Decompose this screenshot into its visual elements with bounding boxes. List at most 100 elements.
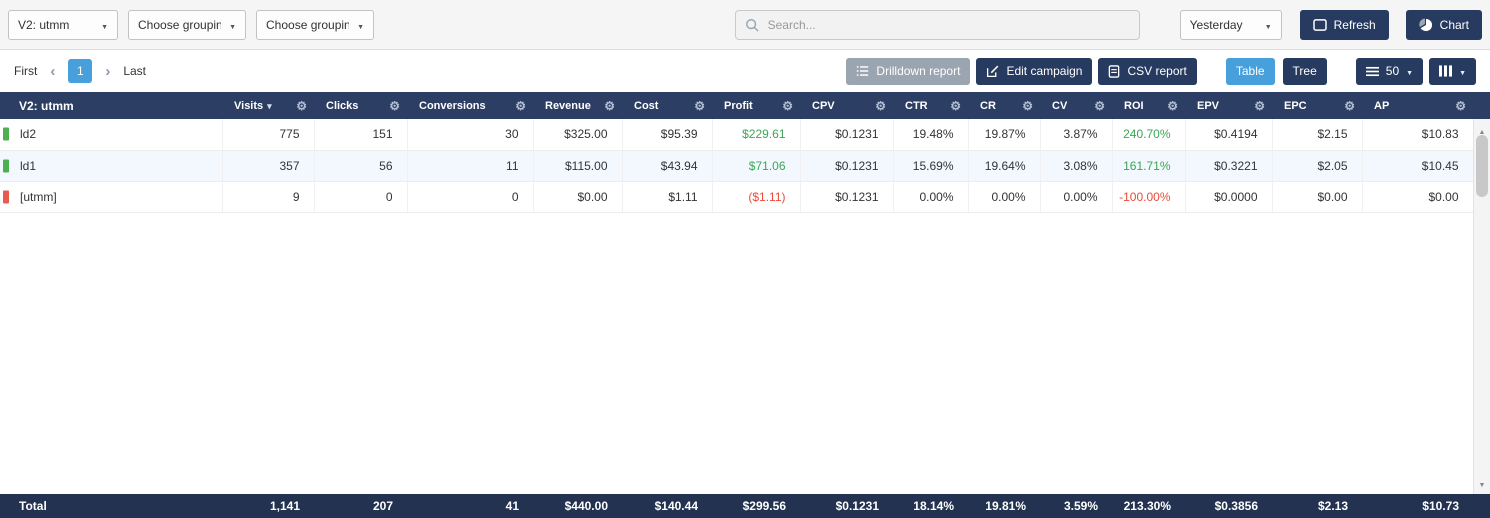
report-table: V2: utmm Visits Clicks Conversions R	[0, 92, 1474, 213]
total-cost: $140.44	[654, 499, 698, 513]
row-status-indicator	[3, 127, 9, 141]
vertical-scrollbar	[1473, 92, 1490, 494]
column-header-name[interactable]: V2: utmm	[0, 92, 222, 119]
rows-per-page-button[interactable]: 50	[1355, 57, 1424, 85]
row-cell: 0	[314, 181, 408, 213]
row-cell: 0	[407, 181, 534, 213]
row-cell: $0.0000	[1185, 181, 1273, 213]
column-label: EPC	[1284, 99, 1307, 112]
search-input[interactable]	[734, 9, 1140, 40]
column-header-profit[interactable]: Profit	[712, 92, 800, 119]
total-cv: 3.59%	[1063, 499, 1098, 513]
column-header-roi[interactable]: ROI	[1112, 92, 1185, 119]
campaign-select[interactable]: V2: utmm	[8, 9, 118, 40]
edit-campaign-button[interactable]: Edit campaign	[976, 57, 1093, 85]
next-page-icon[interactable]	[105, 64, 110, 79]
row-cell: $0.3221	[1185, 150, 1273, 182]
row-cell: 0.00%	[1040, 181, 1113, 213]
view-tree-label: Tree	[1292, 64, 1317, 78]
grouping-select-2-value: Choose grouping	[266, 17, 350, 32]
row-cell: $95.39	[622, 119, 713, 151]
row-status-indicator	[3, 159, 9, 172]
scrollbar-track[interactable]	[1473, 119, 1490, 494]
refresh-button[interactable]: Refresh	[1299, 9, 1389, 40]
column-header-visits[interactable]: Visits	[222, 92, 314, 119]
totals-table: Total 1,141 207 41 $440.00 $140.44 $299.…	[0, 494, 1473, 518]
column-header-cpv[interactable]: CPV	[800, 92, 893, 119]
table-row[interactable]: ld1 357 56 11 $115.00 $43.94 $71.06 $0.1…	[0, 150, 1474, 182]
column-label: Conversions	[419, 99, 486, 112]
row-cell: $10.83	[1362, 119, 1474, 151]
date-range-select[interactable]: Yesterday	[1179, 9, 1282, 40]
row-cell: $229.61	[712, 119, 801, 151]
column-header-revenue[interactable]: Revenue	[533, 92, 622, 119]
column-settings-gear-icon[interactable]	[1022, 99, 1033, 113]
columns-settings-button[interactable]	[1429, 57, 1476, 85]
column-header-cv[interactable]: CV	[1040, 92, 1112, 119]
total-ap: $10.73	[1422, 499, 1459, 513]
view-tree-button[interactable]: Tree	[1282, 57, 1327, 85]
column-settings-gear-icon[interactable]	[694, 99, 705, 113]
column-header-ap[interactable]: AP	[1362, 92, 1473, 119]
row-cell: $0.4194	[1185, 119, 1273, 151]
column-settings-gear-icon[interactable]	[1254, 99, 1265, 113]
column-settings-gear-icon[interactable]	[1455, 99, 1466, 113]
table-row[interactable]: ld2 775 151 30 $325.00 $95.39 $229.61 $0…	[0, 119, 1474, 151]
row-cell: 15.69%	[893, 150, 969, 182]
column-settings-gear-icon[interactable]	[1344, 99, 1355, 113]
column-settings-gear-icon[interactable]	[950, 99, 961, 113]
csv-file-icon	[1109, 64, 1120, 78]
grouping-select-1[interactable]: Choose grouping	[128, 9, 246, 40]
row-cell: $0.00	[533, 181, 623, 213]
column-settings-gear-icon[interactable]	[1094, 99, 1105, 113]
table-row[interactable]: [utmm] 9 0 0 $0.00 $1.11 ($1.11) $0.1231…	[0, 181, 1474, 213]
column-header-cost[interactable]: Cost	[622, 92, 712, 119]
scroll-down-icon[interactable]	[1479, 475, 1486, 491]
total-cpv: $0.1231	[835, 499, 879, 513]
pagination: First 1 Last	[14, 59, 146, 83]
row-cell: 3.08%	[1040, 150, 1113, 182]
view-table-label: Table	[1235, 64, 1265, 78]
column-label: CPV	[812, 99, 835, 112]
csv-report-button[interactable]: CSV report	[1098, 57, 1197, 85]
total-roi: 213.30%	[1123, 499, 1171, 513]
top-toolbar: V2: utmm Choose grouping Choose grouping…	[0, 0, 1490, 50]
pagination-current-page[interactable]: 1	[68, 59, 93, 83]
column-settings-gear-icon[interactable]	[296, 99, 307, 113]
row-name: ld2	[20, 127, 37, 142]
row-cell: $1.11	[622, 181, 713, 213]
column-label: CV	[1052, 99, 1068, 112]
column-settings-gear-icon[interactable]	[1167, 99, 1178, 113]
column-header-cr[interactable]: CR	[968, 92, 1040, 119]
column-label: Visits	[234, 99, 264, 112]
column-header-epc[interactable]: EPC	[1272, 92, 1362, 119]
column-settings-gear-icon[interactable]	[515, 99, 526, 113]
column-label: Revenue	[545, 99, 591, 112]
view-table-button[interactable]: Table	[1225, 57, 1275, 85]
scrollbar-thumb[interactable]	[1476, 135, 1488, 197]
column-settings-gear-icon[interactable]	[782, 99, 793, 113]
drilldown-report-label: Drilldown report	[876, 64, 961, 78]
row-cell: 19.87%	[968, 119, 1041, 151]
pagination-last[interactable]: Last	[123, 64, 147, 78]
row-cell: $0.1231	[800, 119, 894, 151]
drilldown-report-button[interactable]: Drilldown report	[846, 57, 971, 85]
column-settings-gear-icon[interactable]	[604, 99, 615, 113]
rows-per-page-value: 50	[1385, 64, 1400, 78]
column-settings-gear-icon[interactable]	[389, 99, 400, 113]
column-header-conversions[interactable]: Conversions	[407, 92, 533, 119]
row-cell: $10.45	[1362, 150, 1474, 182]
column-settings-gear-icon[interactable]	[875, 99, 886, 113]
column-header-epv[interactable]: EPV	[1185, 92, 1272, 119]
row-cell: $0.00	[1362, 181, 1474, 213]
row-cell: -100.00%	[1112, 181, 1186, 213]
column-header-clicks[interactable]: Clicks	[314, 92, 407, 119]
grouping-select-2[interactable]: Choose grouping	[256, 9, 374, 40]
row-cell: $2.05	[1272, 150, 1363, 182]
row-cell: 56	[314, 150, 408, 182]
chart-button[interactable]: Chart	[1405, 9, 1482, 40]
pagination-first[interactable]: First	[14, 64, 38, 78]
chevron-down-icon	[93, 18, 108, 32]
column-header-ctr[interactable]: CTR	[893, 92, 968, 119]
prev-page-icon[interactable]	[50, 64, 55, 79]
